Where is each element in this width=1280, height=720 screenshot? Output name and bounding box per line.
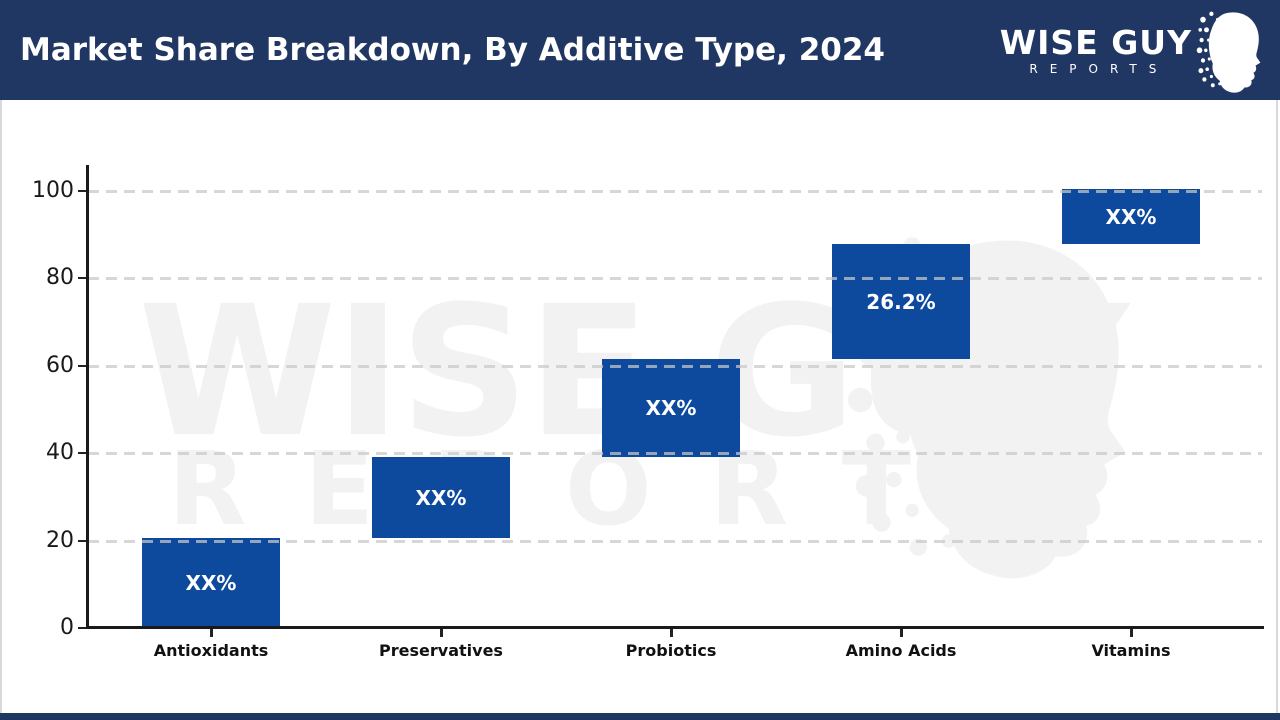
y-tick-mark	[78, 627, 88, 629]
x-tick-mark	[670, 628, 673, 637]
y-tick-label: 60	[46, 352, 74, 378]
x-category-label-preservatives: Preservatives	[379, 641, 503, 660]
x-tick-mark	[210, 628, 213, 637]
x-axis-line	[86, 626, 1264, 629]
gridline-60	[88, 364, 1262, 368]
bar-value-label: XX%	[645, 396, 697, 421]
x-category-label-antioxidants: Antioxidants	[153, 641, 269, 660]
y-axis-line	[86, 165, 89, 629]
x-tick-mark	[900, 628, 903, 637]
bar-antioxidants: XX%	[142, 538, 280, 628]
logo-face-icon	[1196, 11, 1261, 93]
bar-probiotics: XX%	[602, 358, 740, 458]
bar-vitamins: XX%	[1062, 189, 1200, 245]
bar-value-label: XX%	[185, 571, 237, 596]
gridline-20	[88, 539, 1262, 543]
gridline-80	[88, 277, 1262, 280]
x-category-label-amino-acids: Amino Acids	[845, 641, 957, 660]
x-category-label-probiotics: Probiotics	[625, 641, 717, 660]
wise-guy-reports-logo: WISE GUY REPORTS	[1000, 6, 1266, 96]
bar-value-label: XX%	[415, 485, 467, 510]
gridline-100	[88, 189, 1262, 193]
x-tick-mark	[1130, 628, 1133, 637]
y-tick-label: 100	[32, 177, 74, 203]
x-category-label-vitamins: Vitamins	[1091, 641, 1171, 660]
logo-text: WISE GUY REPORTS	[999, 23, 1192, 77]
y-tick-mark	[78, 277, 88, 279]
x-tick-mark	[440, 628, 443, 637]
logo-wiseguy-label: WISE GUY	[999, 23, 1192, 62]
footer-accent-bar	[0, 713, 1280, 720]
y-tick-label: 80	[46, 265, 74, 290]
bar-amino-acids: 26.2%	[832, 244, 970, 359]
y-tick-mark	[78, 364, 88, 367]
header-banner: Market Share Breakdown, By Additive Type…	[0, 0, 1280, 100]
y-tick-mark	[78, 189, 88, 192]
chart-title: Market Share Breakdown, By Additive Type…	[20, 32, 885, 68]
y-tick-label: 20	[46, 527, 74, 553]
gridline-40	[88, 452, 1262, 455]
y-tick-label: 0	[60, 615, 74, 640]
bar-preservatives: XX%	[372, 457, 510, 539]
y-tick-label: 40	[46, 440, 74, 465]
bar-value-label: 26.2%	[866, 289, 936, 314]
y-tick-mark	[78, 539, 88, 542]
bar-value-label: XX%	[1105, 204, 1157, 229]
y-tick-mark	[78, 452, 88, 454]
logo-reports-label: REPORTS	[1029, 62, 1169, 76]
